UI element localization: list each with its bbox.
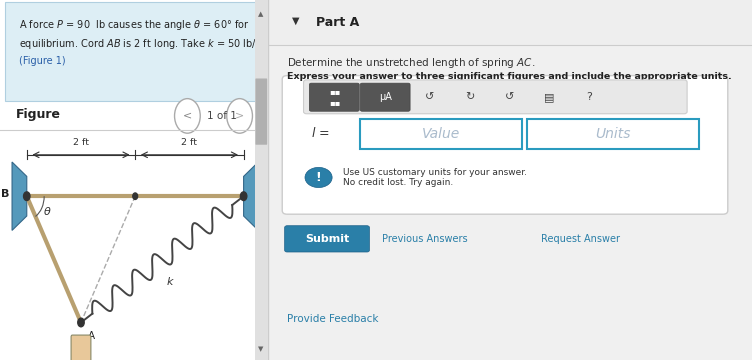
Text: A force $P$ = 90  lb causes the angle $\theta$ = 60° for: A force $P$ = 90 lb causes the angle $\t… <box>19 18 250 32</box>
FancyBboxPatch shape <box>527 119 699 149</box>
FancyBboxPatch shape <box>304 80 687 114</box>
FancyBboxPatch shape <box>5 2 257 101</box>
Text: 1 of 1: 1 of 1 <box>208 111 238 121</box>
FancyBboxPatch shape <box>256 78 267 145</box>
Text: Determine the unstretched length of spring $AC$.: Determine the unstretched length of spri… <box>287 56 535 70</box>
Text: Previous Answers: Previous Answers <box>381 234 467 244</box>
Text: ▪▪
▪▪: ▪▪ ▪▪ <box>329 87 340 107</box>
FancyBboxPatch shape <box>71 335 91 360</box>
FancyBboxPatch shape <box>268 0 752 45</box>
Text: Figure: Figure <box>16 108 61 121</box>
Text: (Figure 1): (Figure 1) <box>19 56 65 66</box>
Text: <: < <box>183 111 192 121</box>
Text: Request Answer: Request Answer <box>541 234 620 244</box>
Text: μA: μA <box>379 92 392 102</box>
Text: A: A <box>88 332 95 342</box>
Text: ?: ? <box>586 92 592 102</box>
FancyBboxPatch shape <box>255 0 268 360</box>
FancyBboxPatch shape <box>0 0 268 360</box>
Text: ↺: ↺ <box>505 92 514 102</box>
Text: C: C <box>256 189 264 199</box>
Text: >: > <box>235 111 244 121</box>
Text: ▼: ▼ <box>292 16 299 26</box>
Text: Use US customary units for your answer.: Use US customary units for your answer. <box>343 167 527 176</box>
Polygon shape <box>12 162 27 230</box>
Text: Submit: Submit <box>305 234 350 244</box>
Text: Provide Feedback: Provide Feedback <box>287 314 378 324</box>
FancyBboxPatch shape <box>282 76 728 214</box>
Text: equilibrium. Cord $AB$ is 2 ft long. Take $k$ = 50 lb/ft.: equilibrium. Cord $AB$ is 2 ft long. Tak… <box>19 37 266 51</box>
Text: $\theta$: $\theta$ <box>43 205 51 217</box>
Text: Value: Value <box>421 127 459 141</box>
Text: ▼: ▼ <box>257 346 263 352</box>
Text: 2 ft: 2 ft <box>181 138 198 147</box>
Text: 2 ft: 2 ft <box>73 138 89 147</box>
FancyBboxPatch shape <box>359 119 522 149</box>
Text: ↻: ↻ <box>465 92 475 102</box>
FancyBboxPatch shape <box>360 83 410 111</box>
Text: Express your answer to three significant figures and include the appropriate uni: Express your answer to three significant… <box>287 72 732 81</box>
Text: B: B <box>2 189 10 199</box>
Circle shape <box>305 167 332 188</box>
Circle shape <box>133 193 138 199</box>
Text: Units: Units <box>595 127 630 141</box>
Circle shape <box>77 318 84 327</box>
Text: ▤: ▤ <box>544 92 554 102</box>
Text: !: ! <box>316 171 321 184</box>
Text: Part A: Part A <box>316 16 359 29</box>
Text: ↺: ↺ <box>426 92 435 102</box>
Text: ▲: ▲ <box>257 12 263 17</box>
Circle shape <box>241 192 247 201</box>
Circle shape <box>227 99 253 133</box>
Circle shape <box>174 99 200 133</box>
Circle shape <box>23 192 30 201</box>
Text: No credit lost. Try again.: No credit lost. Try again. <box>343 177 453 186</box>
Text: k: k <box>167 277 174 287</box>
Text: $l$ =: $l$ = <box>311 126 330 140</box>
FancyBboxPatch shape <box>309 83 359 111</box>
FancyBboxPatch shape <box>285 226 369 252</box>
Polygon shape <box>244 162 259 230</box>
